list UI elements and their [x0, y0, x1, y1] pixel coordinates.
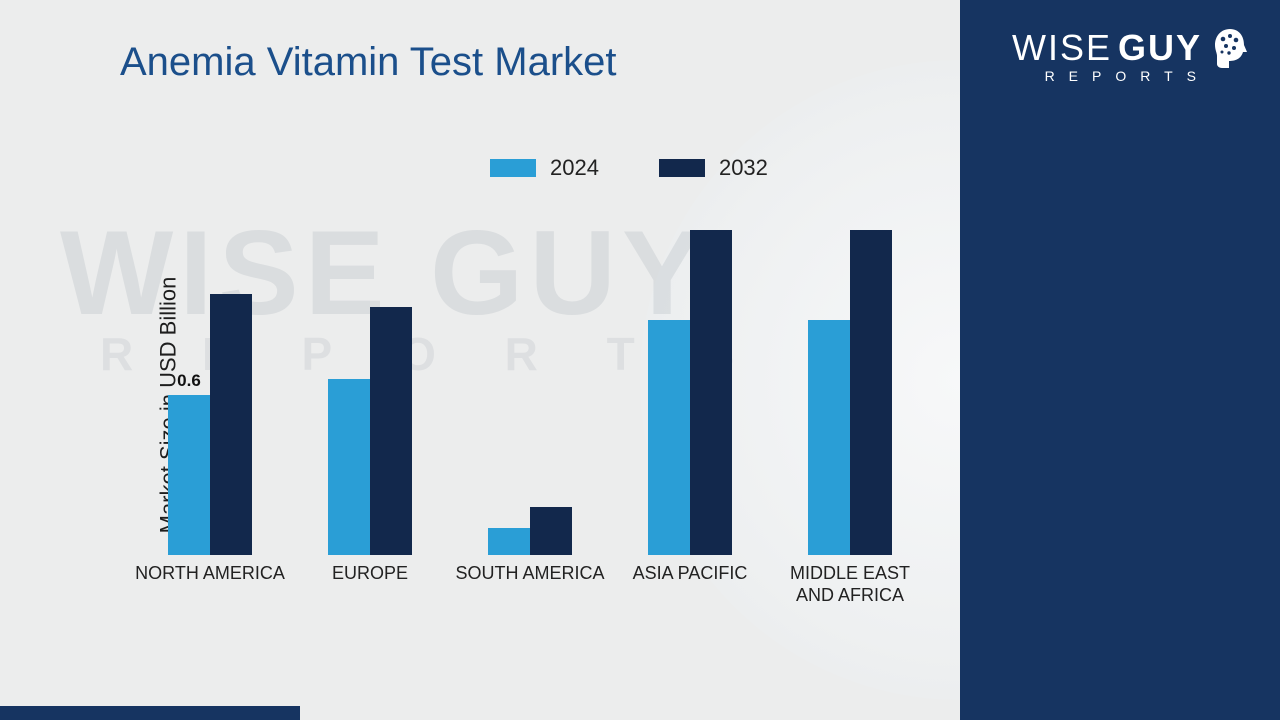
bar	[850, 230, 892, 555]
bar-chart: Market Size in USD Billion 0.6 NORTH AME…	[70, 155, 950, 655]
bar-group	[130, 294, 290, 555]
x-tick-label: SOUTH AMERICA	[450, 563, 610, 606]
brand-logo: WISE GUY REPORTS	[1012, 26, 1252, 84]
bar	[210, 294, 252, 555]
bar	[648, 320, 690, 555]
x-tick-label: EUROPE	[290, 563, 450, 606]
bar	[328, 379, 370, 555]
chart-slide: WISE GUY R E P O R T S WISE GUY REPORTS	[0, 0, 1280, 720]
x-tick-label: MIDDLE EAST AND AFRICA	[770, 563, 930, 606]
x-axis-labels: NORTH AMERICAEUROPESOUTH AMERICAASIA PAC…	[130, 563, 930, 606]
logo-subtitle: REPORTS	[1012, 68, 1252, 84]
brand-side-panel	[960, 0, 1280, 720]
bar-group	[610, 230, 770, 555]
logo-word-1: WISE	[1012, 27, 1112, 69]
bar-group	[770, 230, 930, 555]
bar	[488, 528, 530, 555]
bar	[530, 507, 572, 555]
bar	[370, 307, 412, 555]
bar-group	[290, 307, 450, 555]
logo-word-2: GUY	[1118, 27, 1202, 69]
x-tick-label: ASIA PACIFIC	[610, 563, 770, 606]
bottom-accent-bar	[0, 706, 300, 720]
bar	[168, 395, 210, 555]
bar-value-label: 0.6	[177, 371, 201, 391]
x-tick-label: NORTH AMERICA	[130, 563, 290, 606]
bar	[808, 320, 850, 555]
bar	[690, 230, 732, 555]
bar-group	[450, 507, 610, 555]
head-icon	[1208, 26, 1252, 70]
logo-wordmark: WISE GUY	[1012, 26, 1252, 70]
plot-area: 0.6	[130, 195, 930, 555]
chart-title: Anemia Vitamin Test Market	[120, 40, 617, 85]
